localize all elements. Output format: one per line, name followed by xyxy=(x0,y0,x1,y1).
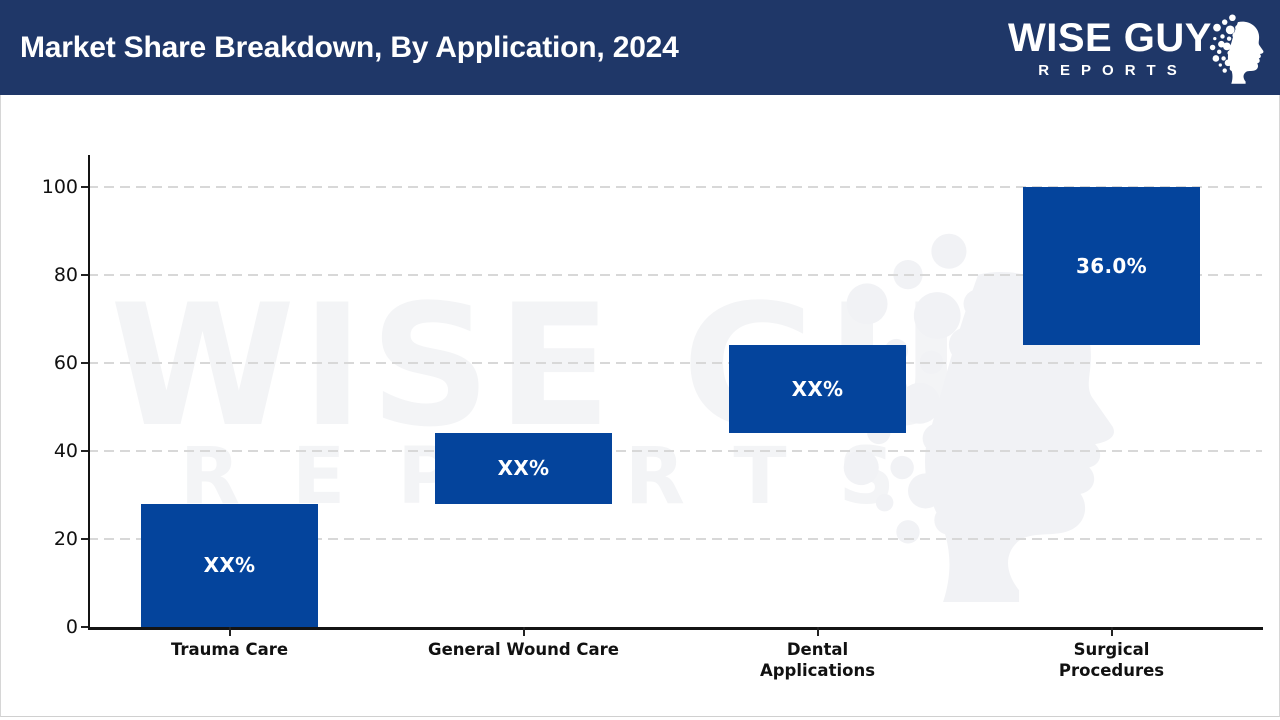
y-axis-tick-label: 60 xyxy=(53,351,78,374)
logo-head-icon xyxy=(1209,14,1264,84)
y-axis-tick-mark xyxy=(81,626,88,628)
y-axis-line xyxy=(88,155,90,627)
x-axis-tick-mark xyxy=(816,627,819,636)
gridline-80 xyxy=(88,273,1262,276)
bar-dental-applications: XX% xyxy=(729,345,906,434)
x-axis-tick-mark xyxy=(522,627,525,636)
bar-general-wound-care: XX% xyxy=(435,433,612,504)
gridline-60 xyxy=(88,361,1262,364)
gridline-40 xyxy=(88,449,1262,452)
y-axis-tick-label: 0 xyxy=(65,616,78,638)
y-axis-tick-mark xyxy=(81,185,88,188)
logo-brand-name: WISE GUY xyxy=(1007,16,1212,60)
bar-value-label: XX% xyxy=(203,553,256,578)
bar-value-label: 36.0% xyxy=(1076,253,1147,278)
x-axis-category-label: Dental Applications xyxy=(759,640,876,680)
x-axis-tick-mark xyxy=(1110,627,1113,636)
bar-value-label: XX% xyxy=(497,456,550,481)
y-axis-tick-mark xyxy=(81,537,88,540)
header-bar: Market Share Breakdown, By Application, … xyxy=(0,0,1280,95)
gridline-100 xyxy=(88,185,1262,188)
gridline-20 xyxy=(88,537,1262,540)
y-axis-tick-label: 80 xyxy=(53,263,78,286)
y-axis-tick-mark xyxy=(81,361,88,364)
x-axis-tick-mark xyxy=(228,627,231,636)
x-axis-category-label: Trauma Care xyxy=(170,640,289,659)
x-axis-category-label: Surgical Procedures xyxy=(1058,640,1165,680)
wise-guy-logo: WISE GUY REPORTS xyxy=(1008,6,1272,90)
logo-text: WISE GUY REPORTS xyxy=(1008,17,1212,79)
y-axis-tick-label: 20 xyxy=(53,527,78,550)
bar-value-label: XX% xyxy=(791,377,844,402)
bar-trauma-care: XX% xyxy=(141,503,318,627)
y-axis-tick-label: 40 xyxy=(53,439,78,462)
page-title: Market Share Breakdown, By Application, … xyxy=(20,30,679,64)
y-axis-tick-mark xyxy=(81,273,88,276)
logo-tagline: REPORTS xyxy=(1038,62,1188,79)
x-axis-category-label: General Wound Care xyxy=(428,640,619,659)
y-axis-tick-label: 100 xyxy=(41,175,78,198)
bar-surgical-procedures: 36.0% xyxy=(1023,186,1200,346)
x-axis-line xyxy=(88,627,1263,630)
y-axis-tick-mark xyxy=(81,449,88,452)
